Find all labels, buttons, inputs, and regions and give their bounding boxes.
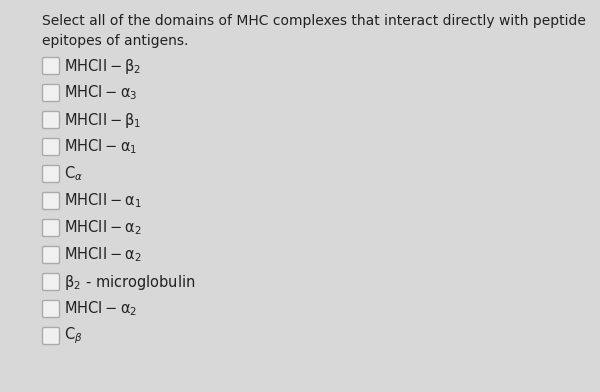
Text: $\mathregular{C}_{α}$: $\mathregular{C}_{α}$: [64, 165, 83, 183]
Text: $\mathregular{C}_{β}$: $\mathregular{C}_{β}$: [64, 326, 83, 346]
FancyBboxPatch shape: [43, 247, 59, 263]
Text: $\mathregular{MHC I-α}_{2}$: $\mathregular{MHC I-α}_{2}$: [64, 299, 137, 318]
Text: $\mathregular{β}_{2}$ - microglobulin: $\mathregular{β}_{2}$ - microglobulin: [64, 272, 196, 292]
Text: $\mathregular{MHC II-β}_{2}$: $\mathregular{MHC II-β}_{2}$: [64, 56, 141, 76]
Text: $\mathregular{MHC I-α}_{3}$: $\mathregular{MHC I-α}_{3}$: [64, 83, 137, 102]
Text: $\mathregular{MHC II-α}_{2}$: $\mathregular{MHC II-α}_{2}$: [64, 219, 142, 237]
FancyBboxPatch shape: [43, 192, 59, 209]
FancyBboxPatch shape: [43, 111, 59, 129]
FancyBboxPatch shape: [43, 138, 59, 156]
Text: Select all of the domains of MHC complexes that interact directly with peptide: Select all of the domains of MHC complex…: [42, 14, 586, 28]
Text: epitopes of antigens.: epitopes of antigens.: [42, 34, 188, 48]
FancyBboxPatch shape: [43, 274, 59, 290]
FancyBboxPatch shape: [43, 165, 59, 183]
FancyBboxPatch shape: [43, 85, 59, 102]
FancyBboxPatch shape: [43, 327, 59, 345]
Text: $\mathregular{MHC II-α}_{1}$: $\mathregular{MHC II-α}_{1}$: [64, 192, 142, 211]
Text: $\mathregular{MHC II-β}_{1}$: $\mathregular{MHC II-β}_{1}$: [64, 111, 142, 129]
FancyBboxPatch shape: [43, 301, 59, 318]
Text: $\mathregular{MHC II-α}_{2}$: $\mathregular{MHC II-α}_{2}$: [64, 246, 142, 264]
FancyBboxPatch shape: [43, 58, 59, 74]
Text: $\mathregular{MHC I-α}_{1}$: $\mathregular{MHC I-α}_{1}$: [64, 138, 137, 156]
FancyBboxPatch shape: [43, 220, 59, 236]
